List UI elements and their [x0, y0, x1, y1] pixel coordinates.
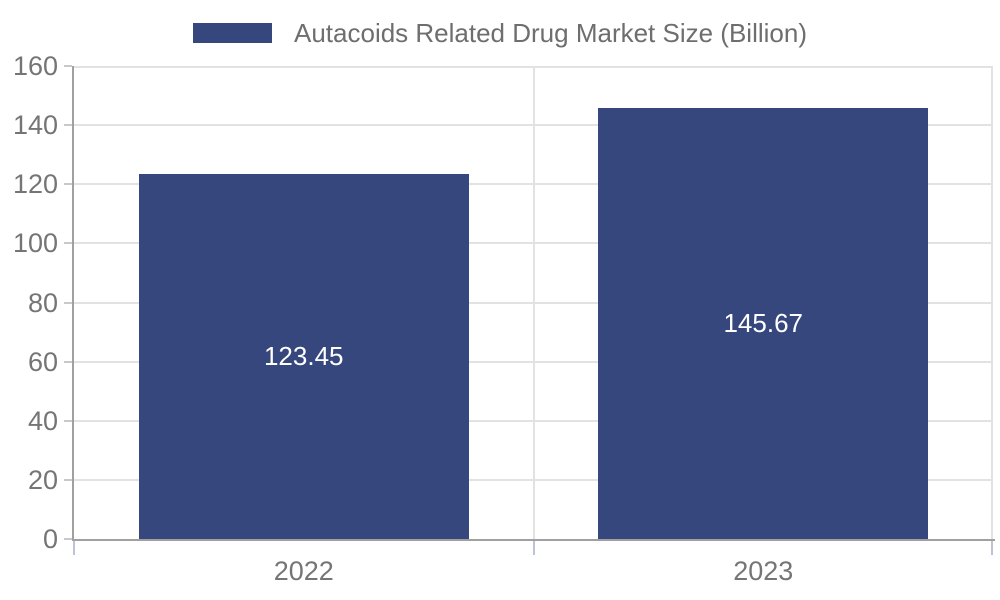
legend-label: Autacoids Related Drug Market Size (Bill…: [294, 18, 807, 48]
y-axis-tick-label: 20: [27, 464, 58, 495]
x-axis-tick: [73, 541, 75, 555]
bar-2023[interactable]: 145.67: [598, 108, 929, 539]
y-axis-tick-label: 120: [12, 169, 58, 200]
x-axis-tick: [991, 541, 993, 555]
y-axis-tick: [64, 183, 72, 186]
plot-right-border: [991, 66, 993, 539]
x-axis-tick-label: 2022: [273, 556, 334, 586]
bar-2022[interactable]: 123.45: [138, 174, 469, 539]
y-axis-line: [72, 66, 74, 541]
x-axis-tick-label: 2023: [733, 556, 794, 586]
y-axis-tick: [64, 360, 72, 363]
plot-area: 123.45 145.67: [72, 66, 995, 541]
y-axis-tick: [64, 538, 72, 540]
gridline-vertical: [532, 66, 535, 539]
y-axis-tick-label: 140: [12, 110, 58, 141]
bar-value-label: 145.67: [723, 308, 803, 339]
y-axis-tick-label: 80: [27, 287, 58, 318]
y-axis-tick-label: 60: [27, 346, 58, 377]
y-axis-tick-label: 40: [27, 405, 58, 436]
x-axis-tick: [532, 541, 535, 555]
y-axis-tick-label: 160: [12, 51, 58, 81]
y-axis-tick: [64, 301, 72, 304]
legend-swatch: [193, 23, 272, 43]
y-axis-tick: [64, 478, 72, 481]
legend-item[interactable]: Autacoids Related Drug Market Size (Bill…: [0, 18, 1000, 48]
y-axis-tick: [64, 65, 72, 67]
y-axis-tick: [64, 419, 72, 422]
x-axis-line: [72, 539, 995, 541]
y-axis-tick-label: 0: [42, 524, 58, 554]
y-axis-tick-label: 100: [12, 228, 58, 259]
bar-value-label: 123.45: [263, 341, 344, 372]
y-axis-tick: [64, 124, 72, 127]
y-axis-tick: [64, 242, 72, 245]
